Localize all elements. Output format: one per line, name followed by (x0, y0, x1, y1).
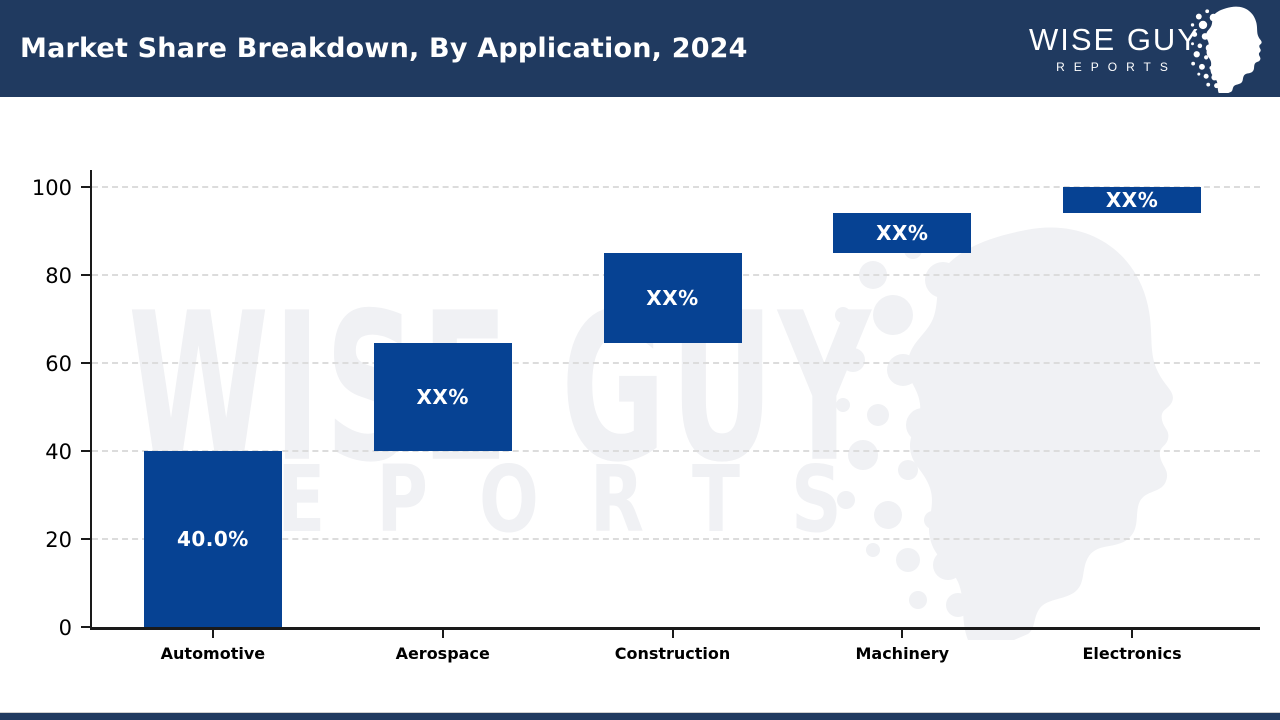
y-tick-label: 100 (31, 176, 72, 200)
watermark-brand-subname: REPORTS (172, 446, 893, 553)
y-tick-mark (81, 274, 90, 276)
bar-machinery: XX% (833, 213, 972, 253)
brand-subname: REPORTS (1056, 59, 1177, 74)
bar-construction: XX% (603, 253, 742, 344)
y-tick-label: 40 (45, 440, 72, 464)
plot-area: 0 20 40 60 80 100 40.0% Automotive XX% Aerospace X… (32, 170, 1260, 663)
x-tick-mark (1131, 630, 1134, 638)
bar-aerospace: XX% (373, 343, 512, 451)
y-tick-label: 80 (45, 264, 72, 288)
x-tick-mark (671, 630, 674, 638)
x-tick-mark (901, 630, 904, 638)
x-category-label: Aerospace (395, 644, 490, 663)
chart-title: Market Share Breakdown, By Application, … (20, 33, 748, 64)
y-tick-label: 60 (45, 352, 72, 376)
y-tick-mark (81, 362, 90, 364)
bar-value-label: 40.0% (176, 527, 249, 551)
gridline (92, 450, 1260, 452)
header: Market Share Breakdown, By Application, … (0, 0, 1280, 97)
y-tick-mark (81, 186, 90, 188)
gridline (92, 362, 1260, 364)
gridline (92, 538, 1260, 540)
x-tick-mark (211, 630, 214, 638)
bar-value-label: XX% (416, 385, 469, 410)
y-tick-mark (81, 450, 90, 452)
x-category-label: Electronics (1082, 644, 1182, 663)
bar-value-label: XX% (646, 286, 699, 311)
y-tick-label: 0 (58, 616, 72, 640)
brand-name: WISE GUY (1028, 22, 1200, 58)
x-category-label: Machinery (855, 644, 950, 663)
gridline (92, 186, 1260, 188)
bar-value-label: XX% (876, 221, 929, 246)
y-tick-label: 20 (45, 528, 72, 552)
x-category-label: Automotive (160, 644, 266, 663)
bar-value-label: XX% (1105, 188, 1159, 213)
y-tick-mark (81, 626, 90, 628)
x-category-label: Construction (614, 644, 731, 663)
bar-electronics: XX% (1063, 187, 1202, 214)
bar-automotive: 40.0% (143, 451, 282, 627)
x-tick-mark (441, 630, 444, 638)
brand-logo-text: WISE GUY REPORTS (1029, 24, 1200, 74)
footer-bar (0, 712, 1280, 720)
y-tick-mark (81, 538, 90, 540)
brand-logo: WISE GUY REPORTS (1029, 4, 1266, 94)
